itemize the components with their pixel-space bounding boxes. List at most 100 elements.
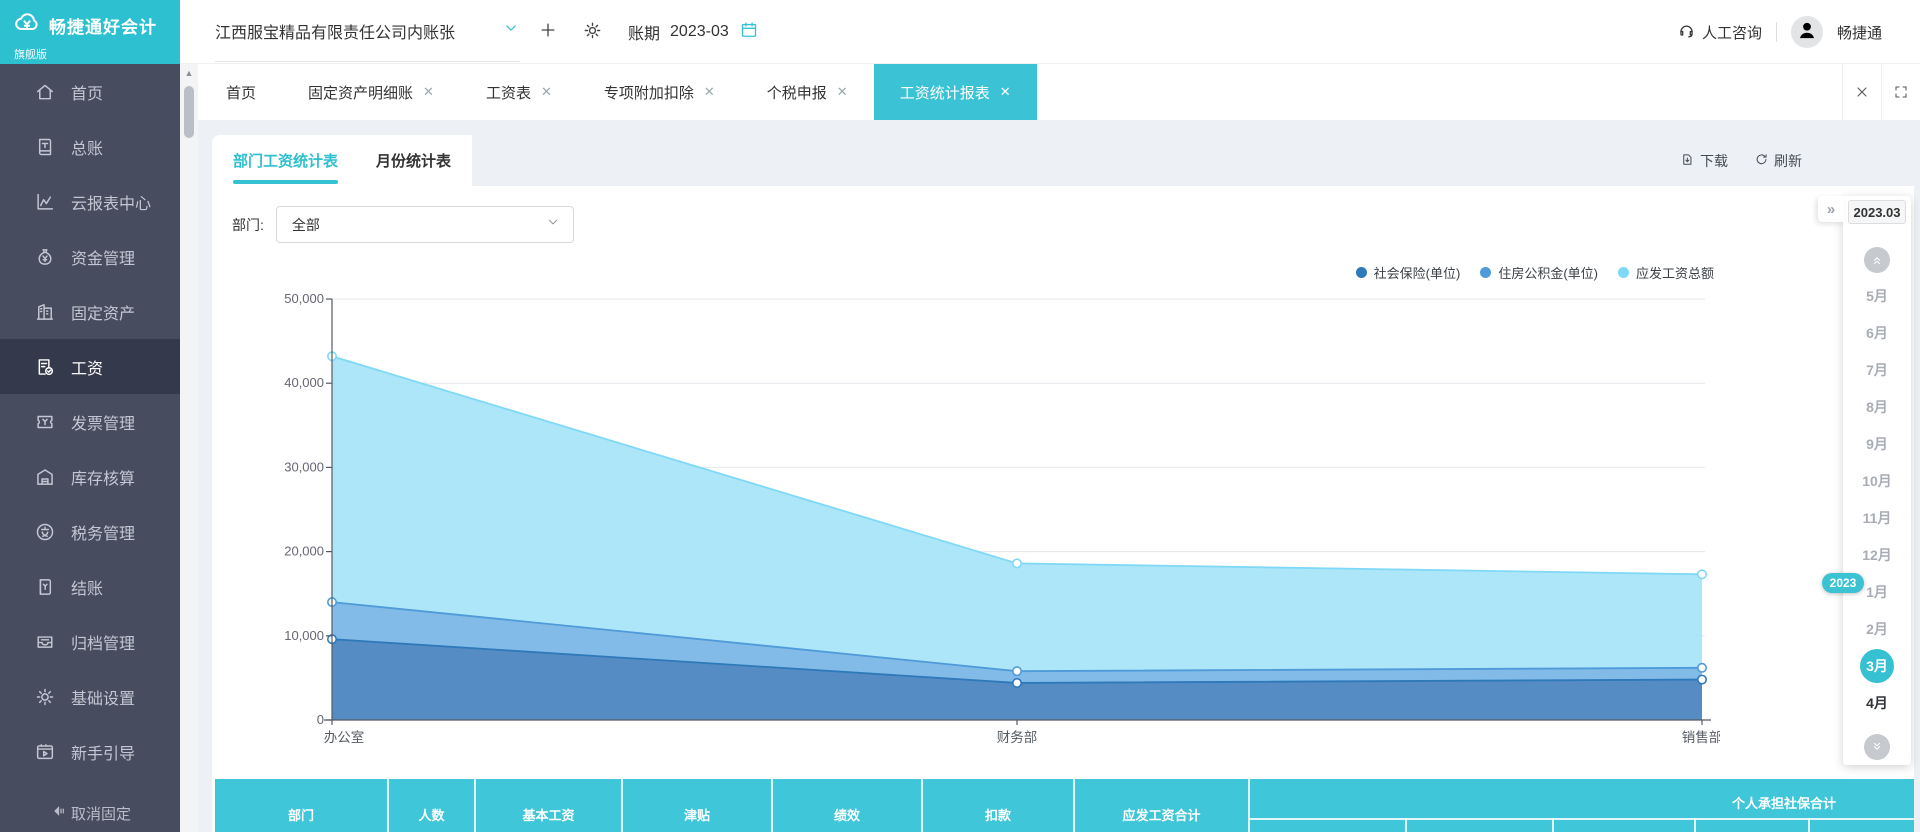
refresh-button[interactable]: 刷新: [1754, 151, 1802, 171]
table-column-header: 部门: [215, 779, 389, 832]
tab-2[interactable]: 工资表 ✕: [460, 64, 578, 120]
calendar-icon[interactable]: [739, 20, 759, 45]
fullscreen-button[interactable]: [1881, 64, 1920, 120]
download-button[interactable]: 下载: [1680, 151, 1728, 171]
tab-close-icon[interactable]: ✕: [540, 84, 552, 99]
svg-text:办公室: 办公室: [324, 729, 365, 745]
month-item-4月[interactable]: 4月: [1866, 694, 1888, 711]
report-icon: [34, 191, 56, 213]
sidebar-menu: 首页 总账 云报表中心 资金管理 固定资产 工资 发票管理 库存核算 税务管理 …: [0, 64, 180, 779]
sidebar-item-report[interactable]: 云报表中心: [0, 174, 180, 229]
group-sub-separator: [1694, 818, 1696, 832]
tab-4[interactable]: 个税申报 ✕: [741, 64, 874, 120]
sidebar-scrollbar[interactable]: ▲: [180, 64, 198, 832]
human-consult-button[interactable]: 人工咨询: [1677, 21, 1762, 44]
tab-close-icon[interactable]: ✕: [703, 84, 715, 99]
sidebar-item-funds[interactable]: 资金管理: [0, 229, 180, 284]
year-badge: 2023: [1822, 573, 1864, 593]
department-filter: 部门: 全部: [232, 206, 574, 243]
current-period-box[interactable]: 2023.03: [1848, 200, 1906, 224]
sidebar-item-label: 新手引导: [71, 745, 136, 763]
chevron-down-icon: [545, 214, 561, 235]
month-list: 5月 6月 7月 8月 9月 10月 11月 12月 1月 2月 3月 4月: [1843, 277, 1911, 721]
guide-icon: [34, 741, 56, 763]
selected-month: 3月: [1860, 648, 1894, 683]
sidebar-item-label: 结账: [71, 580, 104, 598]
subtab-0[interactable]: 部门工资统计表: [233, 135, 339, 186]
report-subtabs: 部门工资统计表 月份统计表: [212, 135, 472, 186]
chart-legend: 社会保险(单位) 住房公积金(单位) 应发工资总额: [1355, 263, 1714, 282]
avatar[interactable]: [1790, 16, 1823, 48]
svg-text:30,000: 30,000: [284, 459, 324, 474]
tab-close-icon[interactable]: ✕: [999, 84, 1011, 99]
app-title: 畅捷通好会计: [49, 18, 157, 37]
month-item-9月[interactable]: 9月: [1866, 435, 1888, 452]
salary-table-header: 部门 人数 基本工资 津贴 绩效 扣款 应发工资合计 个人承担社保合计: [215, 779, 1914, 832]
period-value[interactable]: 2023-03: [670, 23, 729, 40]
divider: [1775, 22, 1777, 42]
sidebar-item-ledger[interactable]: 总账: [0, 119, 180, 174]
company-selector[interactable]: 江西服宝精品有限责任公司内账张: [215, 0, 520, 62]
svg-text:20,000: 20,000: [284, 544, 324, 559]
table-column-header: 应发工资合计: [1075, 779, 1250, 832]
group-divider: [1250, 818, 1914, 820]
svg-text:财务部: 财务部: [997, 730, 1038, 745]
legend-label: 应发工资总额: [1635, 266, 1714, 281]
scroll-months-up-button[interactable]: [1864, 247, 1890, 273]
tab-label: 工资表: [485, 84, 531, 102]
month-item-1月[interactable]: 1月: [1866, 583, 1888, 600]
sidebar-item-archive[interactable]: 归档管理: [0, 614, 180, 669]
settings-icon: [34, 686, 56, 708]
sidebar-item-asset[interactable]: 固定资产: [0, 284, 180, 339]
tab-5[interactable]: 工资统计报表 ✕: [873, 64, 1037, 120]
legend-item-1[interactable]: 住房公积金(单位): [1480, 263, 1598, 282]
sidebar-item-closing[interactable]: 结账: [0, 559, 180, 614]
content-area: 下载 刷新 部门工资统计表 月份统计表 部门: 全部 社会保险(单位: [198, 120, 1920, 832]
tab-label: 专项附加扣除: [603, 84, 694, 102]
month-item-8月[interactable]: 8月: [1866, 398, 1888, 415]
department-select[interactable]: 全部: [275, 206, 574, 243]
legend-item-0[interactable]: 社会保险(单位): [1355, 263, 1460, 282]
tab-home[interactable]: 首页: [200, 64, 282, 120]
month-item-12月[interactable]: 12月: [1862, 546, 1892, 563]
sidebar-item-label: 基础设置: [71, 690, 136, 708]
refresh-icon: [1754, 152, 1769, 170]
unpin-sidebar-button[interactable]: 取消固定: [0, 802, 180, 824]
document-tabbar: 首页 固定资产明细账 ✕ 工资表 ✕ 专项附加扣除 ✕ 个税申报 ✕ 工资统计报表 ✕: [198, 64, 1920, 120]
app-edition: 旗舰版: [14, 49, 47, 61]
add-account-button[interactable]: [538, 20, 558, 40]
tab-1[interactable]: 固定资产明细账 ✕: [282, 64, 460, 120]
user-name[interactable]: 畅捷通: [1836, 24, 1882, 42]
tab-3[interactable]: 专项附加扣除 ✕: [578, 64, 741, 120]
month-item-10月[interactable]: 10月: [1862, 472, 1892, 489]
asset-icon: [34, 301, 56, 323]
subtab-1[interactable]: 月份统计表: [376, 153, 452, 170]
sidebar-item-salary[interactable]: 工资: [0, 339, 180, 394]
collapse-month-panel-button[interactable]: »: [1818, 196, 1844, 222]
table-group-header: 个人承担社保合计: [1250, 779, 1914, 832]
chart-svg: 0 10,000 20,000 30,000 40,000 50,000 办公室 财务部 销售部: [284, 291, 1722, 745]
close-tab-button[interactable]: [1842, 64, 1881, 120]
month-item-2月[interactable]: 2月: [1866, 620, 1888, 637]
legend-item-2[interactable]: 应发工资总额: [1617, 263, 1714, 282]
sidebar-item-settings[interactable]: 基础设置: [0, 669, 180, 724]
scroll-months-down-button[interactable]: [1864, 734, 1890, 760]
sidebar-item-invoice[interactable]: 发票管理: [0, 394, 180, 449]
month-item-11月[interactable]: 11月: [1862, 509, 1892, 526]
month-item-6月[interactable]: 6月: [1866, 324, 1888, 341]
month-item-5月[interactable]: 5月: [1866, 287, 1888, 304]
month-item-7月[interactable]: 7月: [1866, 361, 1888, 378]
scrollbar-thumb[interactable]: [184, 86, 194, 138]
sidebar-item-tax[interactable]: 税务管理: [0, 504, 180, 559]
sidebar-item-guide[interactable]: 新手引导: [0, 724, 180, 779]
sidebar-item-home[interactable]: 首页: [0, 64, 180, 119]
report-toolbar: 下载 刷新: [1680, 135, 1802, 186]
settings-gear-icon[interactable]: [582, 20, 603, 41]
tab-close-icon[interactable]: ✕: [423, 84, 434, 99]
sidebar-item-label: 归档管理: [71, 635, 136, 653]
month-item-3月[interactable]: 3月: [1843, 647, 1911, 684]
tab-close-icon[interactable]: ✕: [836, 84, 848, 99]
sidebar-item-inventory[interactable]: 库存核算: [0, 449, 180, 504]
salary-icon: [34, 356, 56, 378]
scroll-up-arrow[interactable]: ▲: [184, 68, 194, 78]
